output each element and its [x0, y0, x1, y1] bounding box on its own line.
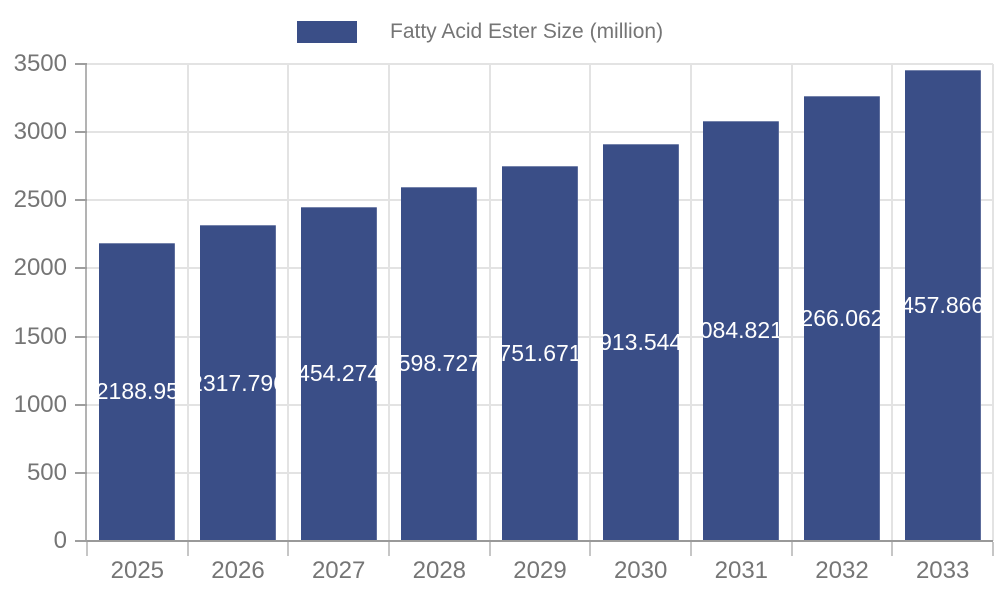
x-axis-tick — [388, 542, 390, 556]
bar-value-label: 3084.8216 — [703, 317, 780, 344]
x-axis-tick-label: 2025 — [110, 557, 165, 584]
x-axis-tick-label: 2033 — [915, 557, 970, 584]
x-axis-line — [75, 540, 993, 542]
y-axis-tick — [75, 131, 87, 134]
y-axis-tick — [75, 403, 87, 406]
y-axis-tick-label: 1500 — [13, 322, 67, 350]
legend-label: Fatty Acid Ester Size (million) — [390, 20, 664, 43]
gridline-vertical — [388, 64, 390, 541]
bar-2025[interactable]: 2188.95 — [99, 242, 176, 541]
gridline-vertical — [690, 64, 692, 541]
x-axis-tick — [186, 542, 189, 556]
x-axis-tick-label: 2026 — [211, 557, 265, 584]
y-axis-tick-label: 0 — [53, 527, 67, 554]
y-axis-tick — [75, 540, 87, 542]
bar-2030[interactable]: 2913.5443 — [602, 143, 679, 541]
y-axis-tick-label: 3000 — [13, 118, 67, 146]
x-axis-tick — [488, 542, 491, 556]
x-axis-tick-label: 2028 — [412, 557, 467, 584]
bar-value-label: 2188.95 — [99, 378, 176, 405]
y-axis-tick-label: 2500 — [13, 186, 67, 214]
gridline-vertical — [488, 64, 491, 541]
y-axis-tick-label: 3500 — [13, 50, 67, 77]
legend-swatch — [297, 21, 357, 43]
y-axis-tick-label: 1000 — [13, 390, 67, 418]
bar-value-label: 2454.2748 — [300, 360, 377, 387]
bar-2032[interactable]: 3266.0623 — [804, 95, 880, 541]
y-axis-tick-label: 500 — [26, 458, 67, 486]
gridline-vertical — [186, 64, 189, 541]
x-axis-tick — [86, 542, 88, 556]
gridline-horizontal — [87, 63, 993, 65]
gridline-vertical — [891, 64, 894, 541]
bar-value-label: 2751.6714 — [502, 339, 578, 366]
x-axis-tick-label: 2030 — [613, 557, 668, 584]
bar-value-label: 3457.8664 — [904, 291, 981, 318]
legend-item[interactable]: Fatty Acid Ester Size (million) — [297, 20, 663, 44]
gridline-vertical — [589, 64, 592, 541]
x-axis-tick — [690, 542, 692, 556]
x-axis-tick — [790, 542, 793, 556]
x-axis-tick — [992, 542, 994, 556]
bar-2027[interactable]: 2454.2748 — [300, 206, 377, 541]
x-axis-tick-label: 2031 — [714, 557, 769, 584]
gridline-vertical — [992, 64, 994, 541]
x-axis-tick — [589, 542, 592, 556]
bar-value-label: 2913.5443 — [602, 328, 679, 355]
y-axis-tick — [75, 63, 87, 65]
x-axis-tick — [287, 542, 290, 556]
plot-area: 2188.95 2317.796 2454.2748 2598.7272 2751.67… — [87, 63, 994, 541]
bar-2031[interactable]: 3084.8216 — [703, 120, 780, 541]
bar-2028[interactable]: 2598.7272 — [401, 186, 478, 541]
bar-value-label: 3266.0623 — [804, 304, 880, 331]
y-axis-tick — [75, 471, 87, 474]
y-axis-tick — [75, 267, 87, 270]
y-axis-tick — [75, 335, 87, 338]
bar-2026[interactable]: 2317.796 — [200, 225, 276, 541]
bar-2033[interactable]: 3457.8664 — [904, 69, 981, 541]
x-axis-tick-label: 2032 — [815, 557, 869, 584]
x-axis-tick — [891, 542, 894, 556]
bar-value-label: 2317.796 — [200, 369, 276, 396]
bar-2029[interactable]: 2751.6714 — [502, 165, 578, 541]
bar-value-label: 2598.7272 — [401, 350, 478, 377]
gridline-horizontal — [87, 131, 993, 134]
gridline-vertical — [287, 64, 290, 541]
gridline-vertical — [790, 64, 793, 541]
x-axis-tick-label: 2027 — [311, 557, 366, 584]
x-axis-tick-label: 2029 — [513, 557, 567, 584]
y-axis-tick — [75, 199, 87, 202]
y-axis-tick-label: 2000 — [13, 254, 67, 282]
y-axis-line — [85, 64, 87, 541]
